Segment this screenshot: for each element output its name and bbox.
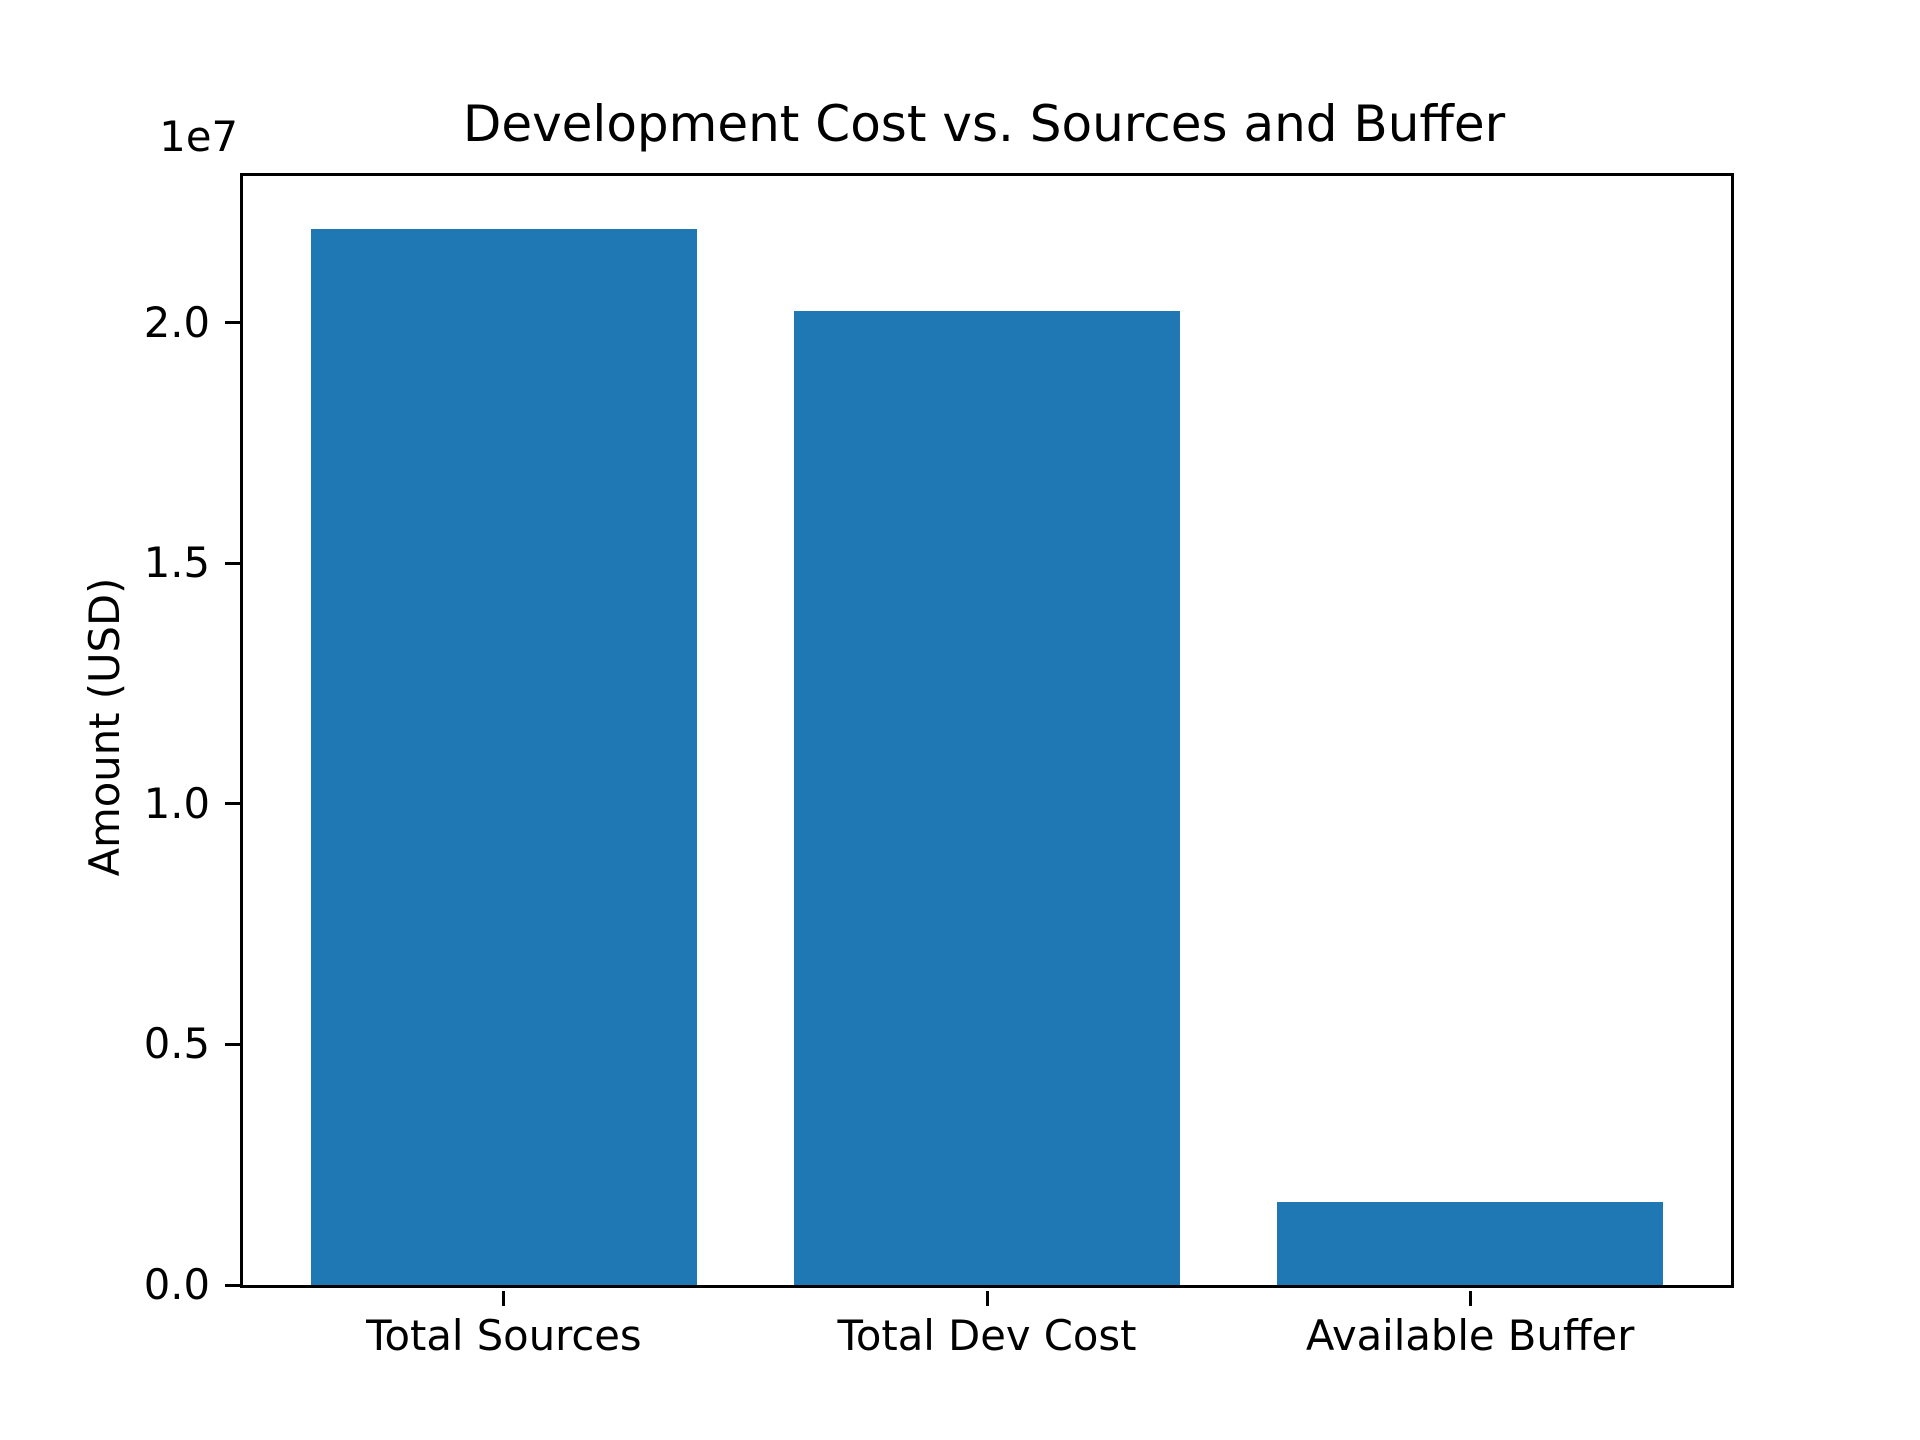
bar-available-buffer [1276, 1201, 1664, 1285]
y-tick-label: 1.5 [143, 538, 210, 588]
y-tick-label: 1.0 [143, 778, 210, 828]
y-tick-mark [225, 1042, 240, 1046]
x-tick-label: Available Buffer [1305, 1311, 1635, 1360]
bar-total-dev-cost [793, 310, 1181, 1285]
y-tick-mark [225, 321, 240, 325]
x-tick-mark [1468, 1291, 1472, 1306]
y-tick-mark [225, 1283, 240, 1287]
x-tick-label: Total Dev Cost [837, 1311, 1137, 1360]
y-tick-label: 0.0 [143, 1260, 210, 1309]
x-tick-mark [502, 1291, 506, 1306]
bar-total-sources [310, 228, 698, 1285]
x-tick-label: Total Sources [366, 1311, 642, 1360]
y-tick-mark [225, 561, 240, 565]
y-axis-label: Amount (USD) [80, 577, 129, 877]
x-tick-mark [985, 1291, 989, 1306]
plot-area: Total Sources Total Dev Cost Available Buf… [144, 173, 1734, 1357]
chart-title: Development Cost vs. Sources and Buffer [462, 95, 1506, 153]
y-tick-mark [225, 802, 240, 806]
y-tick-label: 2.0 [143, 297, 210, 347]
y-axis-offset-label: 1e7 [159, 112, 238, 161]
y-tick-label: 0.5 [143, 1019, 210, 1069]
